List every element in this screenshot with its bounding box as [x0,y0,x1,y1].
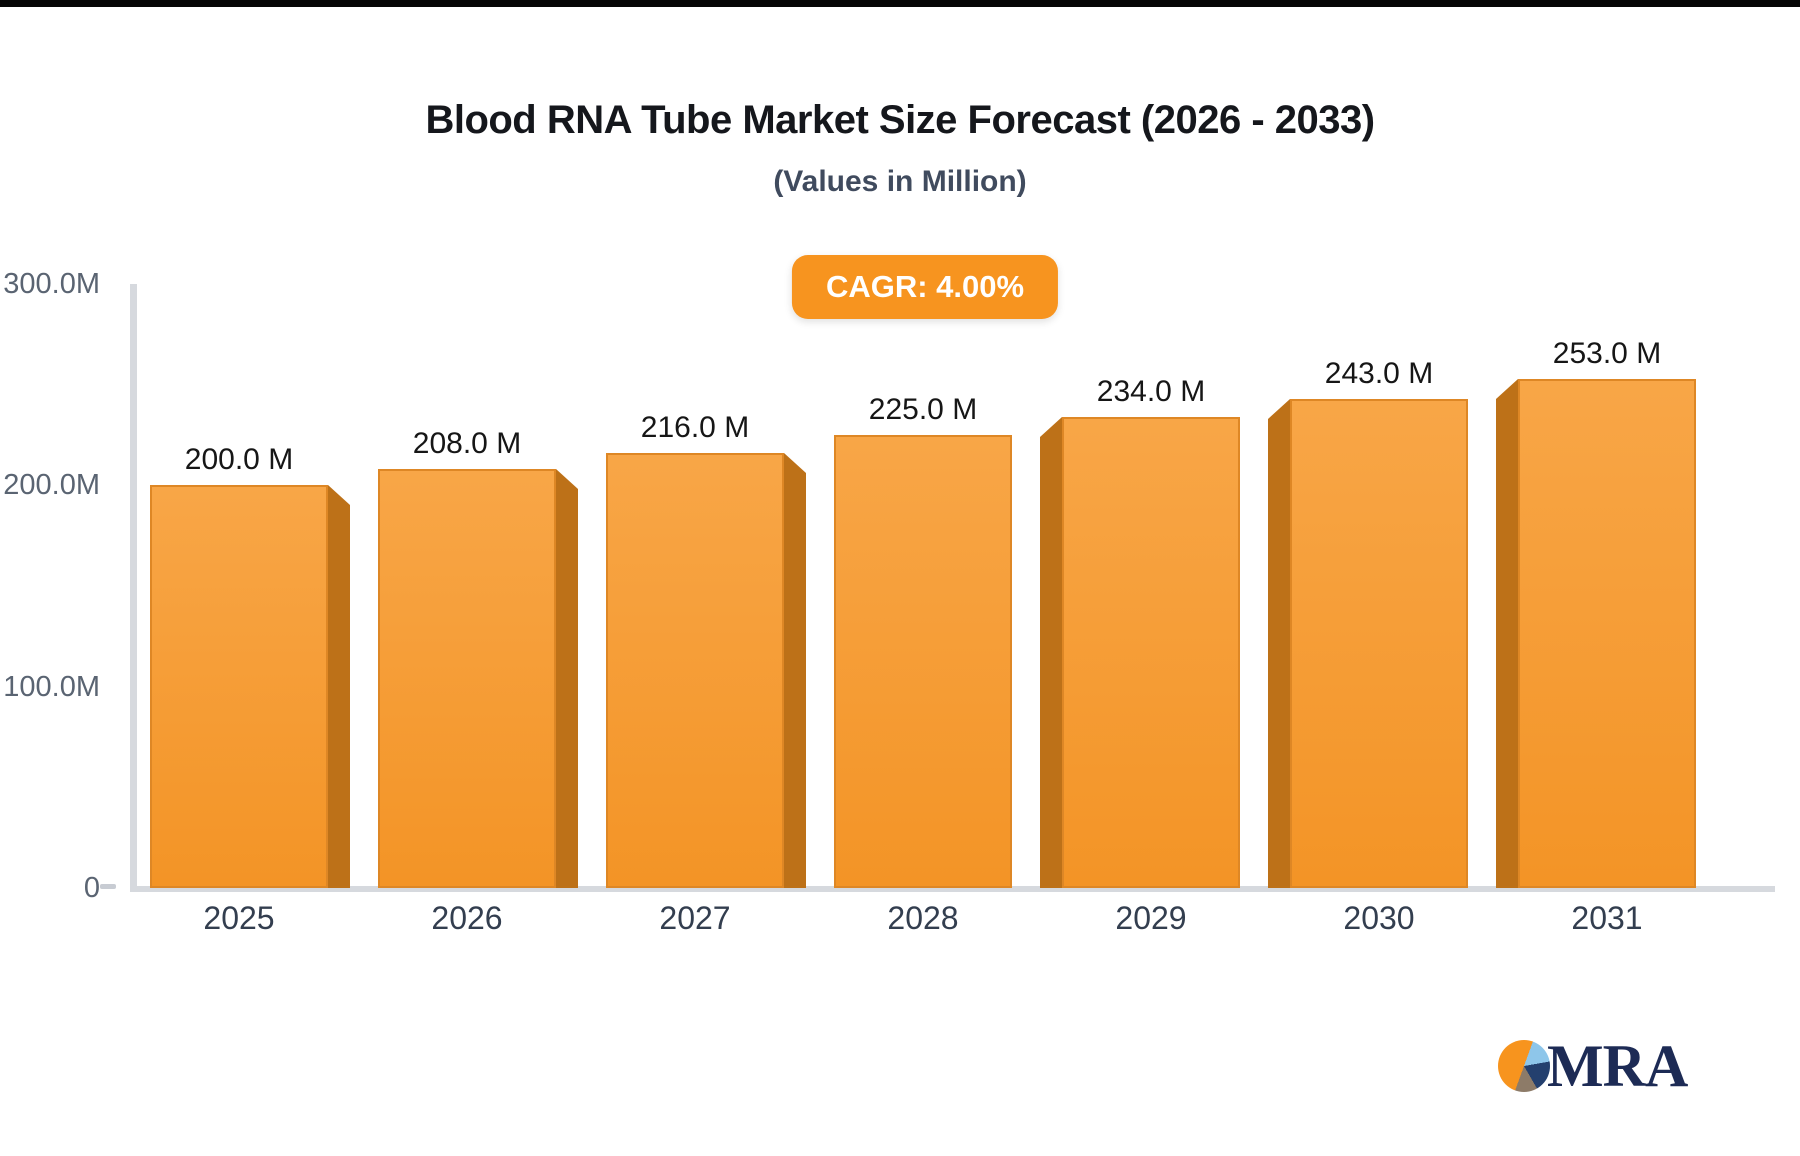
bar-2026[interactable] [378,469,556,888]
x-axis-label-2029: 2029 [1115,900,1187,936]
bar-side-face [556,469,578,888]
x-axis-label-2028: 2028 [887,900,959,936]
y-axis-tick-label: 200.0M [3,469,100,502]
x-axis-label-2030: 2030 [1343,900,1415,936]
x-axis-label-2026: 2026 [431,900,503,936]
pie-chart-icon [1498,1040,1550,1092]
bar-2031[interactable] [1518,379,1696,888]
cagr-badge: CAGR: 4.00% [791,255,1059,319]
bar-side-face [1496,379,1518,888]
bar-side-face [1040,417,1062,888]
bar-value-label: 208.0 M [412,427,522,460]
zero-tick-mark [100,884,116,889]
y-axis-tick-label: 100.0M [3,670,100,703]
bar-value-label: 200.0 M [184,443,294,476]
bar-side-face [784,453,806,888]
bar-2029[interactable] [1062,417,1240,888]
bar-value-label: 216.0 M [640,411,750,444]
x-axis-label-2025: 2025 [203,900,275,936]
bar-2025[interactable] [150,485,328,888]
x-axis-label-2031: 2031 [1571,900,1643,936]
bar-side-face [1268,399,1290,888]
x-axis-label-2027: 2027 [659,900,731,936]
y-axis-line [130,284,137,888]
chart-subtitle: (Values in Million) [773,165,1027,198]
chart-title: Blood RNA Tube Market Size Forecast (202… [425,98,1375,142]
bar-2028[interactable] [834,435,1012,888]
y-axis-tick-label: 0 [83,872,100,904]
bar-value-label: 234.0 M [1096,375,1206,408]
y-axis-tick-label: 300.0M [3,268,100,300]
top-border [0,0,1800,7]
logo-text: MRA [1547,1033,1688,1099]
bar-value-label: 253.0 M [1552,337,1662,370]
x-axis-line [130,886,1775,892]
bar-value-label: 243.0 M [1324,357,1434,390]
logo[interactable]: MRA [1498,1033,1688,1099]
bar-2030[interactable] [1290,399,1468,888]
bar-side-face [328,485,350,888]
bar-2027[interactable] [606,453,784,888]
bar-value-label: 225.0 M [868,393,978,426]
